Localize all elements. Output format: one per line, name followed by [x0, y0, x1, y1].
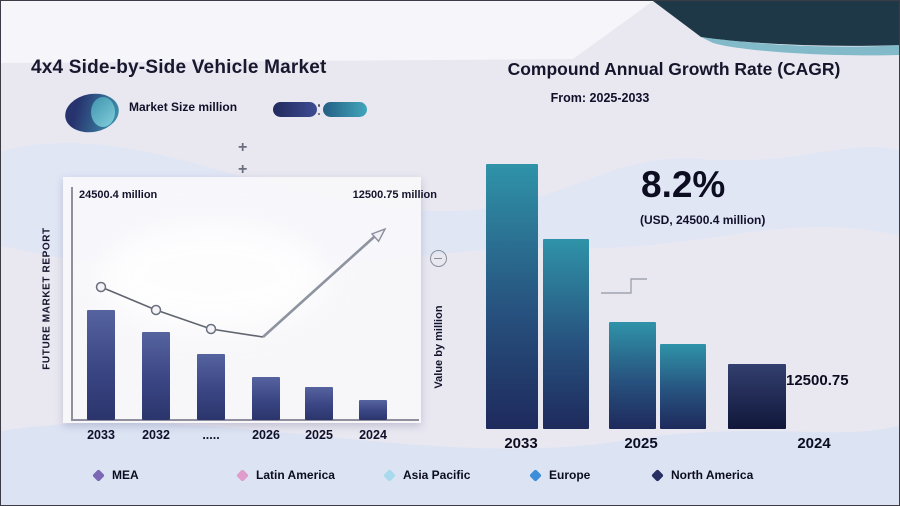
market-size-chart: 24500.4 million 12500.75 million [63, 177, 437, 423]
left-bar-2033 [87, 310, 115, 420]
market-size-cylinder-icon [62, 89, 122, 137]
value-by-million-label: Value by million [433, 305, 445, 389]
cylinder-top-icon [91, 97, 115, 127]
right-bar-2033-1 [486, 164, 538, 429]
right-xlabel-2033: 2033 [504, 435, 538, 452]
toggle-pill-right [323, 102, 367, 117]
left-xlabel-2033: 2033 [87, 428, 115, 442]
left-xlabel-2032: 2032 [142, 428, 170, 442]
value-annotation-2033: 24500.4 million [79, 189, 158, 201]
value-annotation-12500: 12500.75 [786, 372, 849, 389]
cagr-caption: (USD, 24500.4 million) [640, 213, 766, 227]
chart-axes [71, 187, 419, 421]
left-xlabel-2026: 2026 [252, 428, 280, 442]
right-bar-2033-2 [543, 239, 589, 429]
left-bars [63, 177, 421, 423]
right-chart-title: Compound Annual Growth Rate (CAGR) [507, 59, 841, 79]
left-bar-2024 [359, 400, 387, 420]
value-annotation-2024: 12500.75 million [352, 189, 437, 201]
toggle-pill-left [273, 102, 317, 117]
left-bar-2026 [252, 377, 280, 420]
cagr-value: 8.2% [641, 164, 726, 205]
left-xlabel-2025: 2025 [305, 428, 333, 442]
plus-decor-icon: + [238, 161, 248, 178]
right-bar-2024-1 [728, 364, 786, 429]
left-xlabels: 2033 2032..... 2026 2025 2024 [63, 428, 421, 446]
left-xlabel-2024: 2024 [359, 428, 387, 442]
toggle-pill-separator [317, 104, 321, 115]
circle-minus-icon [430, 250, 447, 267]
trend-arrow [95, 227, 387, 338]
step-line-decor [601, 278, 647, 294]
plus-decor-icon: + [238, 139, 248, 156]
right-bar-2025-1 [609, 322, 656, 429]
left-bar-2032 [142, 332, 170, 420]
left-bar-..... [197, 354, 225, 420]
right-xlabel-2025: 2025 [624, 435, 658, 452]
left-chart-title: 4x4 Side-by-Side Vehicle Market [31, 57, 327, 78]
right-bar-2025-2 [660, 344, 706, 429]
right-xlabel-2024: 2024 [797, 435, 831, 452]
market-size-legend-label: Market Size million [129, 100, 238, 114]
cagr-period-subtitle: From: 2025-2033 [550, 91, 650, 105]
right-xlabels: 2033 2025 2024 [1, 435, 899, 455]
left-bar-2025 [305, 387, 333, 420]
left-xlabel-.....: ..... [202, 428, 220, 442]
